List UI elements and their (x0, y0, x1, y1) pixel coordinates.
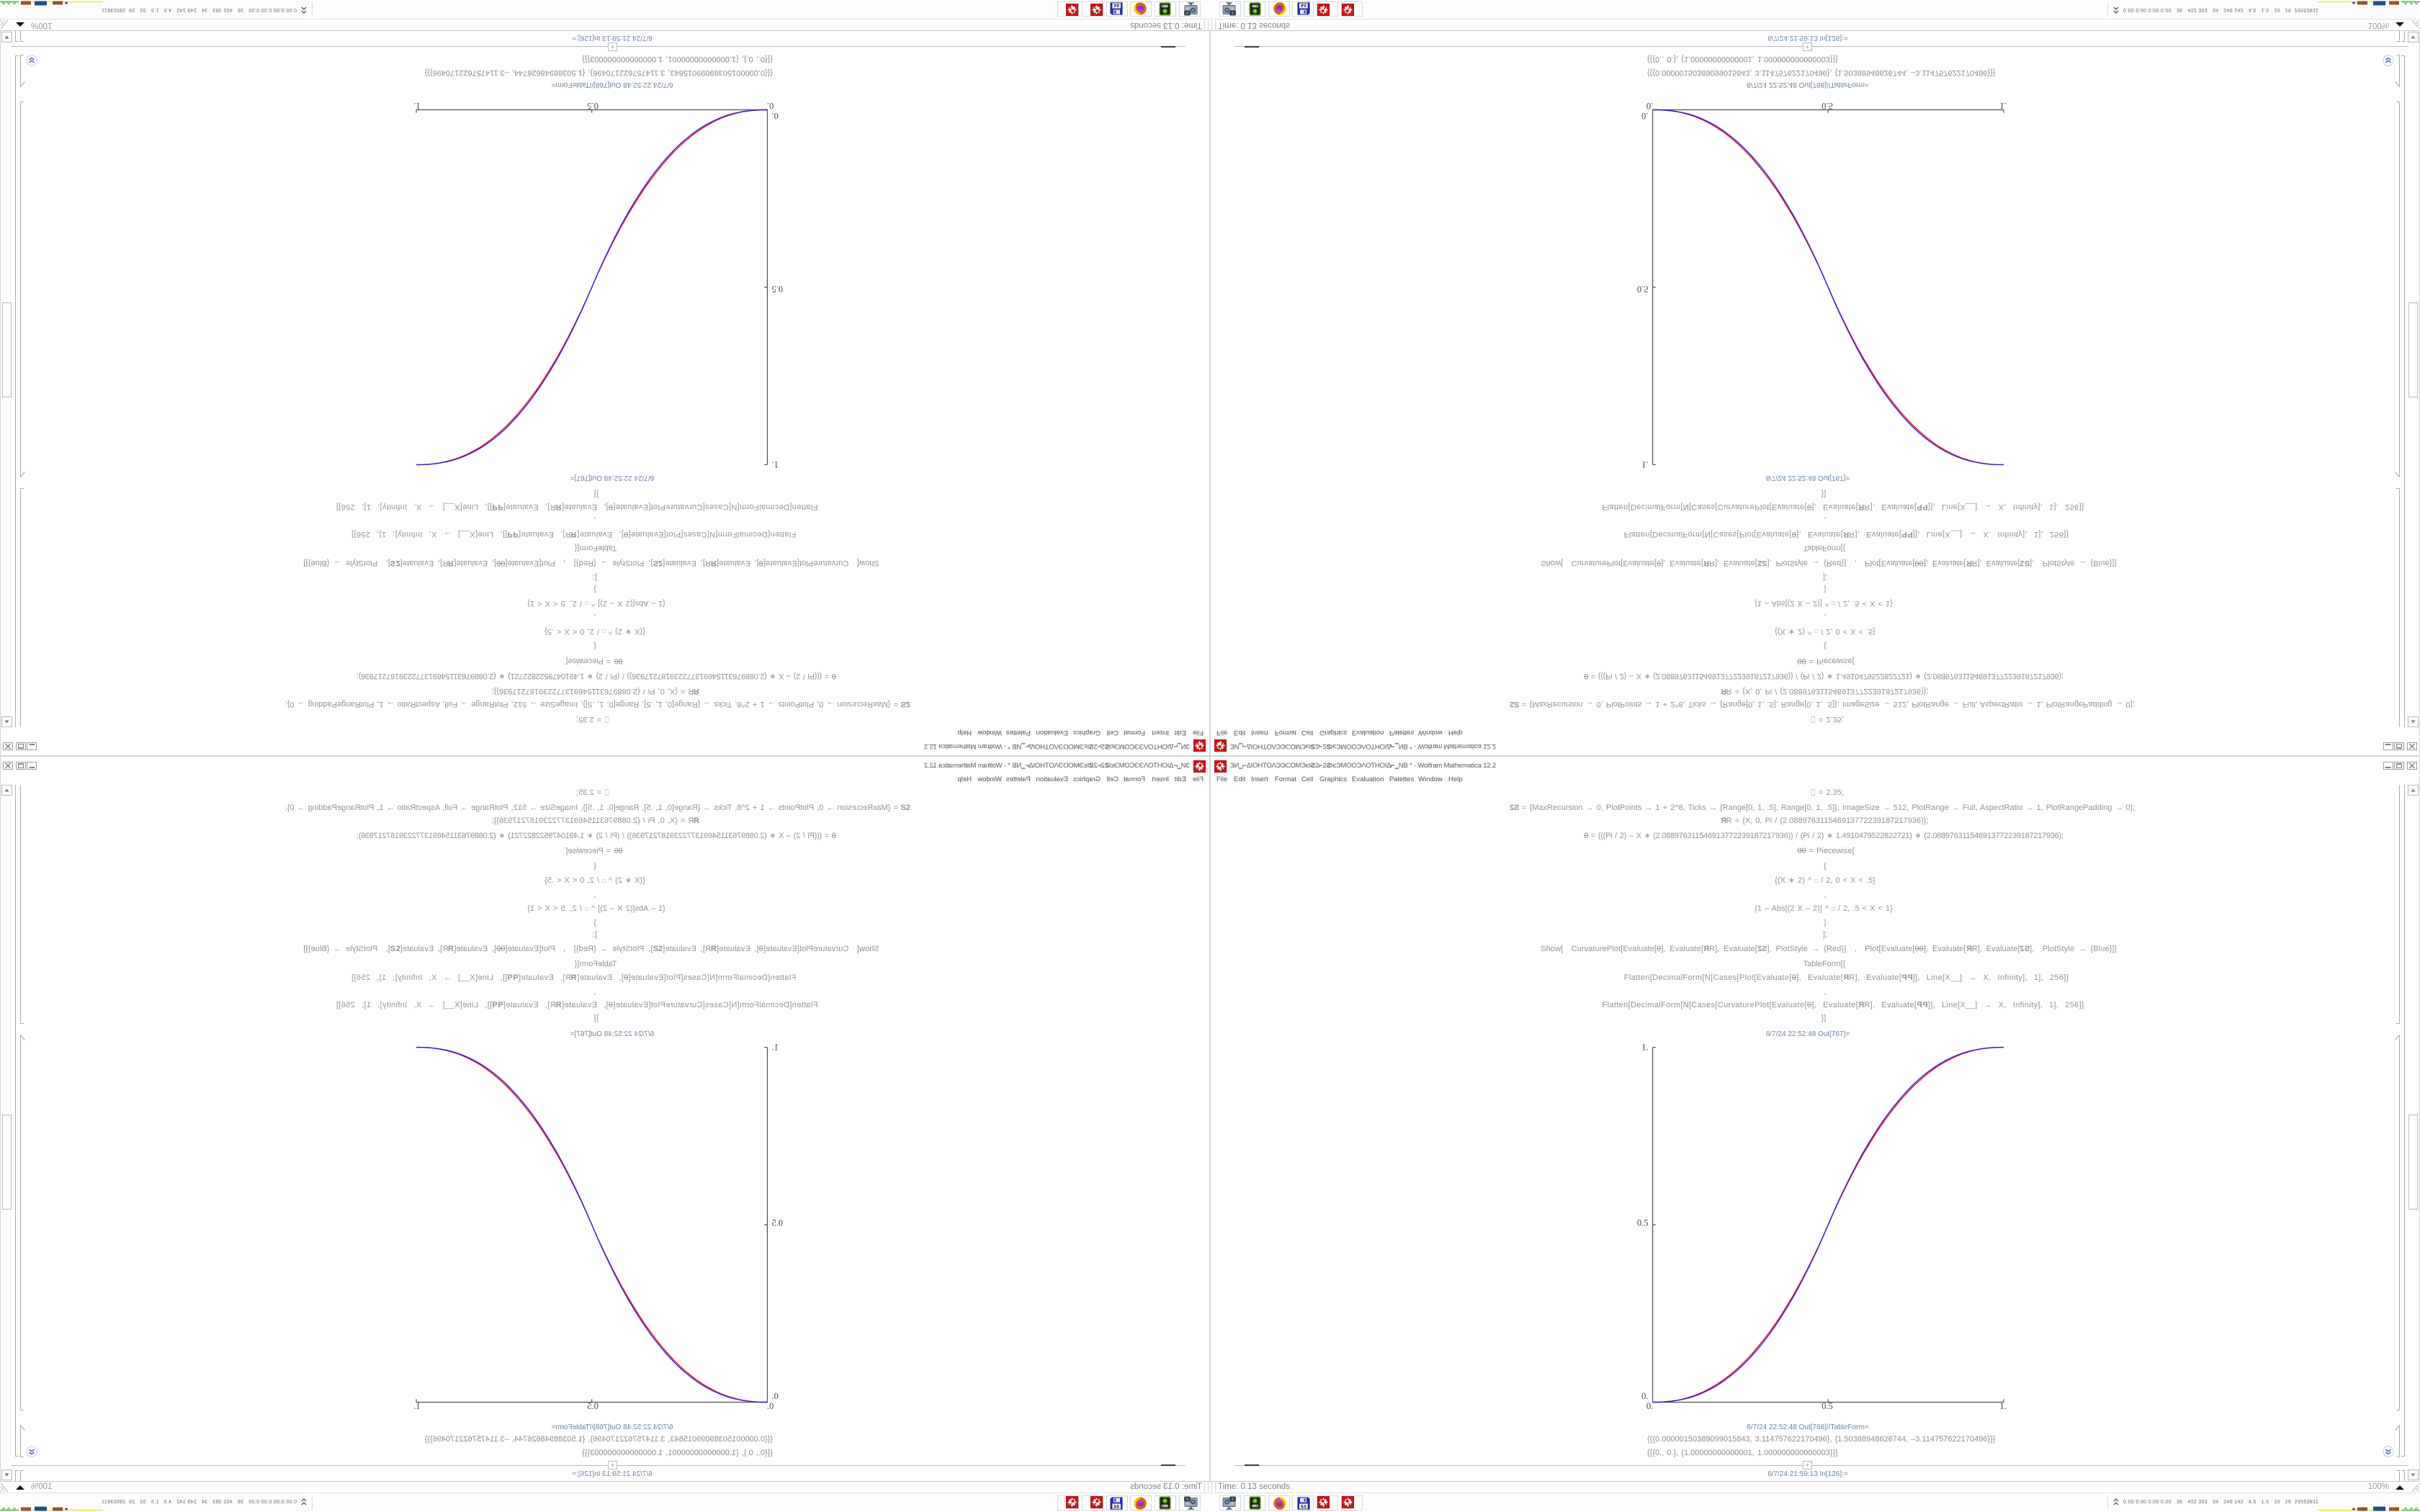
svg-text:0.5: 0.5 (1821, 1401, 1833, 1411)
svg-text:1.: 1. (1999, 101, 2006, 111)
svg-text:0.5: 0.5 (772, 1218, 784, 1228)
svg-text:0.5: 0.5 (1637, 1218, 1649, 1228)
svg-text:0.5: 0.5 (587, 1401, 599, 1411)
svg-text:0.5: 0.5 (772, 284, 784, 294)
svg-text:0.: 0. (1646, 1401, 1653, 1411)
svg-text:0.: 0. (1641, 1391, 1648, 1401)
svg-text:1.: 1. (772, 459, 779, 469)
svg-text:1.: 1. (1999, 1401, 2006, 1411)
svg-text:0.: 0. (1641, 111, 1648, 121)
svg-text:0.: 0. (1646, 101, 1653, 111)
svg-text:0.5: 0.5 (1821, 101, 1833, 111)
svg-text:0.: 0. (772, 1391, 779, 1401)
svg-text:0.: 0. (772, 111, 779, 121)
svg-text:64: 64 (1301, 1504, 1307, 1509)
svg-text:1.: 1. (413, 1401, 420, 1411)
svg-text:64: 64 (1301, 3, 1307, 8)
svg-text:0.5: 0.5 (587, 101, 599, 111)
svg-text:0.: 0. (767, 101, 774, 111)
svg-text:0.5: 0.5 (1637, 284, 1649, 294)
svg-text:0.: 0. (767, 1401, 774, 1411)
svg-text:64: 64 (1113, 3, 1119, 8)
svg-text:64: 64 (1113, 1504, 1119, 1509)
svg-text:1.: 1. (413, 101, 420, 111)
svg-text:1.: 1. (1641, 459, 1648, 469)
svg-text:1.: 1. (772, 1043, 779, 1053)
svg-text:1.: 1. (1641, 1043, 1648, 1053)
